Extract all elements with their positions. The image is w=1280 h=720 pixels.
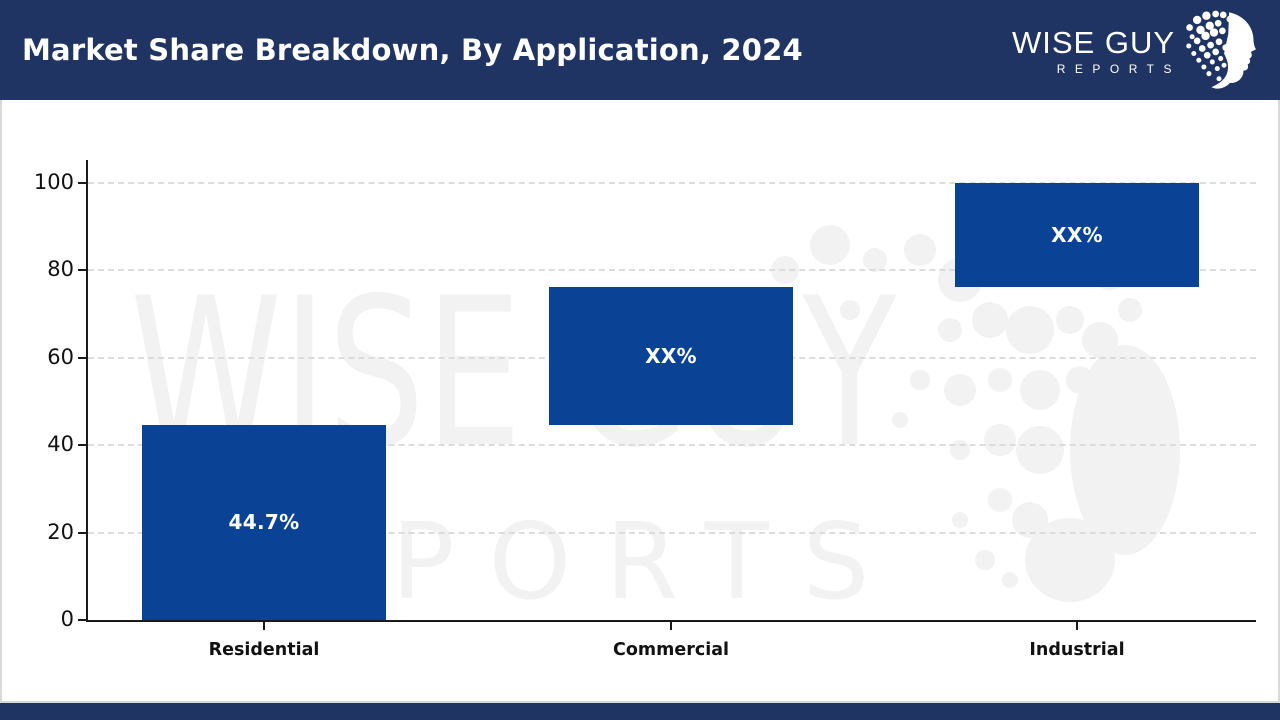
x-axis-line [86,620,1256,622]
y-tick-label-100: 100 [33,170,74,194]
logo-wordmark-line2: REPORTS [1056,62,1182,76]
bar-residential: 44.7% [142,424,386,620]
bar-industrial: XX% [955,183,1199,287]
gridline-40 [88,444,1256,447]
y-tick-label-80: 80 [47,257,74,282]
wise-guy-logo: WISE GUY REPORTS [1012,8,1262,94]
y-tick-20 [78,531,86,534]
figure-border-bottom [0,701,1280,703]
y-tick-60 [78,356,86,359]
figure-border-right [1278,100,1280,703]
y-tick-80 [78,269,86,272]
bar-value-label-industrial: XX% [1051,222,1103,247]
y-tick-label-40: 40 [47,432,74,457]
chart-title: Market Share Breakdown, By Application, … [22,33,803,67]
x-tick-commercial [670,622,672,630]
bar-value-label-commercial: XX% [645,343,697,368]
x-tick-residential [263,622,265,630]
y-tick-label-0: 0 [60,607,74,631]
gridline-100 [88,182,1256,184]
gridline-80 [88,269,1256,272]
y-tick-100 [78,182,86,184]
bar-value-label-residential: 44.7% [228,510,300,535]
bar-commercial: XX% [549,286,793,425]
x-category-label-residential: Residential [208,640,320,660]
x-category-label-industrial: Industrial [1029,640,1125,660]
y-axis-line [86,160,88,622]
footer-bar [0,703,1280,720]
y-tick-label-20: 20 [47,519,74,544]
header-bar: Market Share Breakdown, By Application, … [0,0,1280,100]
gridline-20 [88,531,1256,534]
y-tick-40 [78,444,86,447]
x-tick-industrial [1076,622,1078,630]
logo-wordmark-line1: WISE GUY [1012,25,1176,60]
y-tick-label-60: 60 [47,344,74,369]
logo-wordmark: WISE GUY REPORTS [1012,25,1176,77]
logo-face-icon [1186,10,1256,89]
figure-border-left [0,100,2,703]
y-tick-0 [78,619,86,621]
x-category-label-commercial: Commercial [612,640,729,660]
